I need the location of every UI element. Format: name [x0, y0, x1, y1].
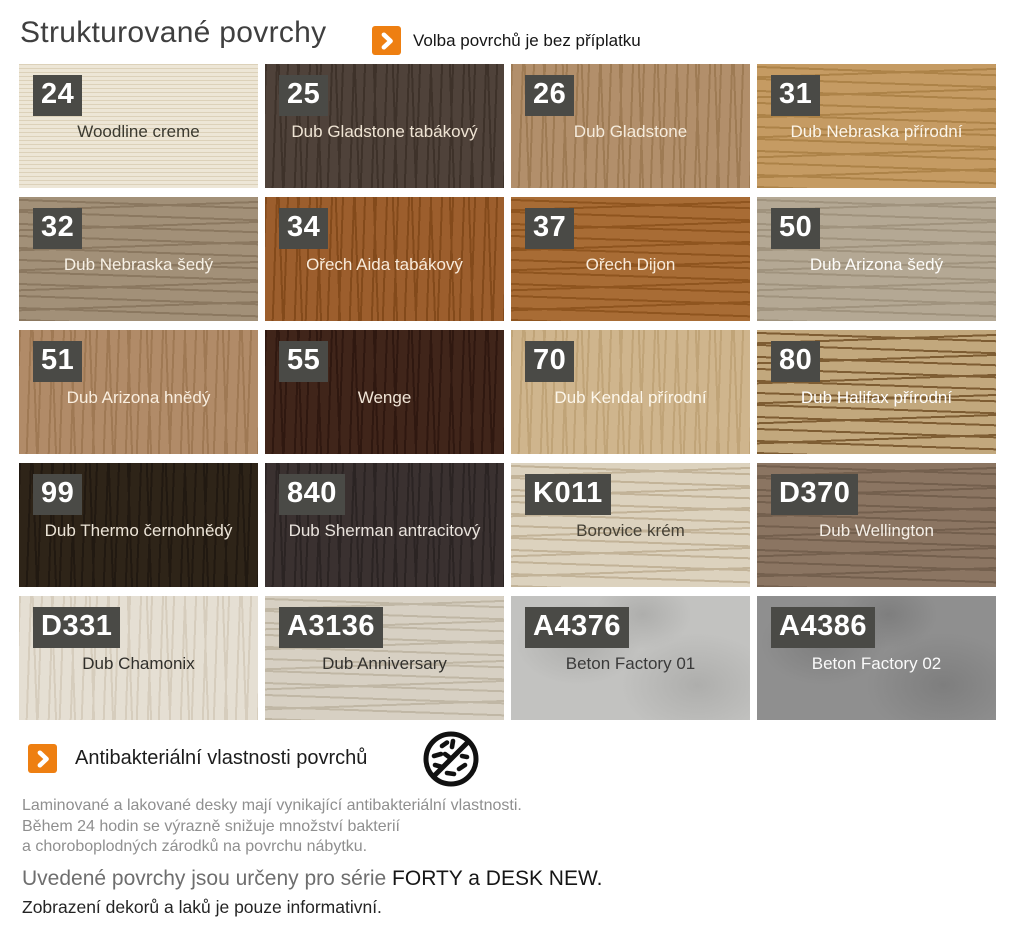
swatch-cell: 32 Dub Nebraska šedý — [19, 197, 258, 321]
swatch-cell: A4386 Beton Factory 02 — [757, 596, 996, 720]
swatch-name-label: Ořech Aida tabákový — [306, 255, 463, 274]
swatch-code-badge: A3136 — [279, 607, 383, 648]
swatch-name-label: Borovice krém — [576, 521, 685, 540]
swatch-code-badge: 70 — [525, 341, 575, 382]
antibacterial-paragraph: Laminované a lakované desky mají vynikaj… — [22, 796, 522, 858]
swatch-name-label: Dub Sherman antracitový — [288, 521, 481, 540]
decor-disclaimer: Zobrazení dekorů a laků je pouze informa… — [22, 897, 382, 917]
swatch-cell: 31 Dub Nebraska přírodní — [757, 64, 996, 188]
swatch-cell: 37 Ořech Dijon — [511, 197, 750, 321]
swatch-cell: K011 Borovice krém — [511, 463, 750, 587]
swatch-name-label: Ořech Dijon — [585, 255, 676, 274]
swatch-code-badge: 34 — [279, 208, 329, 249]
swatch-name-label: Dub Gladstone — [573, 122, 688, 141]
chevron-right-icon — [28, 744, 57, 773]
swatch-name-label: Dub Arizona hnědý — [66, 388, 211, 407]
swatch-cell: 99 Dub Thermo černohnědý — [19, 463, 258, 587]
swatch-code-badge: 51 — [33, 341, 83, 382]
swatch-cell: 70 Dub Kendal přírodní — [511, 330, 750, 454]
series-note: Uvedené povrchy jsou určeny pro série FO… — [22, 867, 602, 891]
swatch-name-label: Dub Wellington — [819, 521, 934, 540]
swatch-code-badge: K011 — [525, 474, 611, 515]
swatch-name-label: Dub Anniversary — [322, 654, 447, 673]
swatch-code-badge: A4376 — [525, 607, 629, 648]
swatch-name-label: Dub Halifax přírodní — [800, 388, 953, 407]
swatch-name-label: Dub Kendal přírodní — [554, 388, 707, 407]
swatch-cell: 26 Dub Gladstone — [511, 64, 750, 188]
swatch-code-badge: 99 — [33, 474, 83, 515]
no-bacteria-icon — [420, 728, 482, 795]
swatch-cell: 25 Dub Gladstone tabákový — [265, 64, 504, 188]
paragraph-line: Laminované a lakované desky mají vynikaj… — [22, 797, 522, 814]
swatch-cell: 51 Dub Arizona hnědý — [19, 330, 258, 454]
swatch-cell: A3136 Dub Anniversary — [265, 596, 504, 720]
swatch-code-badge: A4386 — [771, 607, 875, 648]
swatch-code-badge: 80 — [771, 341, 821, 382]
swatch-code-badge: 32 — [33, 208, 83, 249]
swatch-name-label: Dub Nebraska přírodní — [790, 122, 963, 141]
swatch-name-label: Dub Gladstone tabákový — [291, 122, 478, 141]
swatch-cell: 50 Dub Arizona šedý — [757, 197, 996, 321]
chevron-right-icon — [372, 26, 401, 55]
swatch-cell: 34 Ořech Aida tabákový — [265, 197, 504, 321]
swatch-cell: 80 Dub Halifax přírodní — [757, 330, 996, 454]
series-names: FORTY a DESK NEW. — [392, 867, 603, 890]
swatch-name-label: Dub Arizona šedý — [809, 255, 944, 274]
swatch-grid: 24 Woodline creme 25 Dub Gladstone tabák… — [19, 64, 996, 720]
swatch-cell: D370 Dub Wellington — [757, 463, 996, 587]
swatch-cell: 24 Woodline creme — [19, 64, 258, 188]
swatch-code-badge: 50 — [771, 208, 821, 249]
swatch-name-label: Wenge — [357, 388, 412, 407]
swatch-name-label: Beton Factory 01 — [565, 654, 696, 673]
swatch-code-badge: 31 — [771, 75, 821, 116]
series-note-prefix: Uvedené povrchy jsou určeny pro série — [22, 867, 393, 890]
antibacterial-heading-row: Antibakteriální vlastnosti povrchů — [28, 744, 367, 773]
swatch-code-badge: 25 — [279, 75, 329, 116]
swatch-cell: D331 Dub Chamonix — [19, 596, 258, 720]
swatch-cell: A4376 Beton Factory 01 — [511, 596, 750, 720]
paragraph-line: a choroboplodných zárodků na povrchu náb… — [22, 838, 368, 855]
swatch-code-badge: D331 — [33, 607, 121, 648]
swatch-code-badge: 24 — [33, 75, 83, 116]
swatch-code-badge: D370 — [771, 474, 859, 515]
swatch-name-label: Dub Thermo černohnědý — [44, 521, 233, 540]
swatch-code-badge: 55 — [279, 341, 329, 382]
surface-choice-note: Volba povrchů je bez příplatku — [372, 26, 641, 55]
swatch-code-badge: 26 — [525, 75, 575, 116]
surface-choice-note-text: Volba povrchů je bez příplatku — [413, 30, 641, 50]
antibacterial-heading: Antibakteriální vlastnosti povrchů — [75, 747, 368, 769]
swatch-cell: 55 Wenge — [265, 330, 504, 454]
swatch-name-label: Woodline creme — [77, 122, 200, 141]
swatch-code-badge: 37 — [525, 208, 575, 249]
swatch-name-label: Dub Nebraska šedý — [63, 255, 214, 274]
swatch-cell: 840 Dub Sherman antracitový — [265, 463, 504, 587]
swatch-code-badge: 840 — [279, 474, 345, 515]
swatch-name-label: Beton Factory 02 — [811, 654, 942, 673]
page-title: Strukturované povrchy — [20, 16, 327, 49]
swatch-name-label: Dub Chamonix — [82, 654, 195, 673]
paragraph-line: Během 24 hodin se výrazně snižuje množst… — [22, 817, 400, 835]
